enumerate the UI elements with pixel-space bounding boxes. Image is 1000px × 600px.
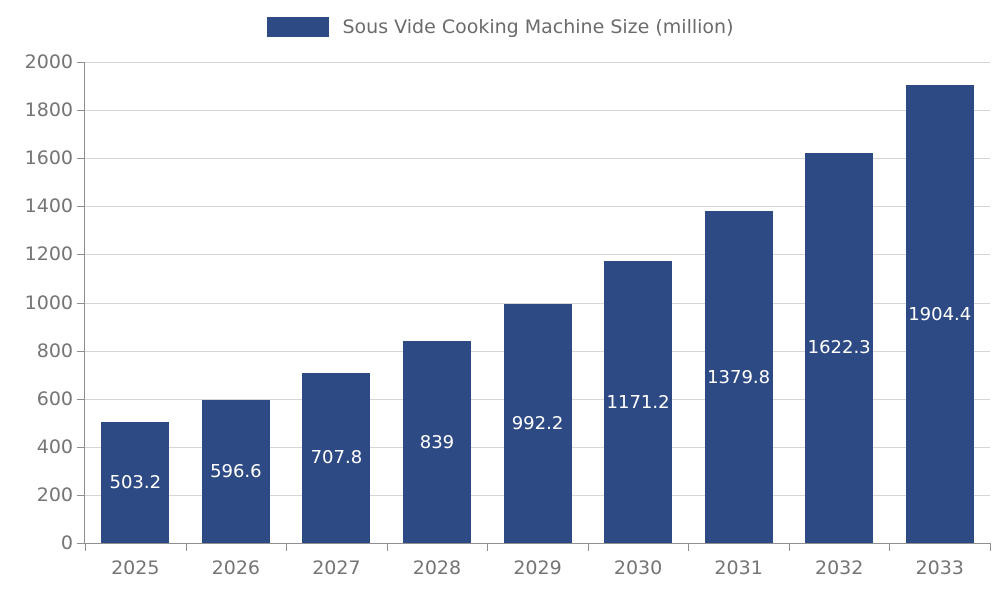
x-axis-tick [587,544,589,551]
y-axis-tick [77,446,84,448]
bar: 1379.8 [704,211,773,543]
y-axis-tick [77,398,84,400]
y-axis-tick-label: 1000 [24,291,73,314]
y-axis-tick [77,543,84,544]
bar-value-label: 1171.2 [606,391,670,413]
x-axis-tick [688,544,690,551]
y-axis-tick-label: 800 [36,339,73,362]
y-axis-line [84,62,85,544]
y-axis-tick-label: 400 [36,435,73,458]
bar-value-label: 707.8 [310,447,363,469]
bar-value-label: 1379.8 [707,366,771,388]
x-axis-tick-label: 2032 [814,557,864,579]
y-axis-tick [77,62,84,63]
y-axis-tick [77,110,84,112]
x-axis-tick [889,544,891,551]
bar: 1904.4 [905,85,974,543]
gridline [85,110,990,112]
x-axis-tick-label: 2030 [613,557,663,579]
x-axis-tick [185,544,187,551]
bar-value-label: 1904.4 [908,303,972,325]
bar: 1622.3 [805,152,874,543]
y-axis-tick-label: 1600 [24,147,73,170]
x-axis-line [84,543,991,544]
legend-swatch [266,17,329,37]
x-axis-tick-label: 2029 [513,557,562,579]
x-axis-tick-label: 2026 [211,557,261,579]
y-axis-tick-label: 0 [60,532,73,554]
gridline [85,62,990,63]
bar: 992.2 [503,304,572,543]
bar-value-label: 992.2 [511,413,564,435]
x-axis-tick-label: 2033 [915,557,964,579]
x-axis-tick [990,544,991,551]
y-axis-tick-label: 200 [36,483,73,506]
x-axis-tick-label: 2028 [412,557,462,579]
bar: 503.2 [101,421,170,543]
bar-value-label: 1622.3 [807,337,871,359]
y-axis-tick [77,350,84,352]
bar: 596.6 [201,399,270,543]
x-axis-tick [788,544,790,551]
x-axis-tick [386,544,388,551]
bar-value-label: 503.2 [109,471,162,493]
gridline [85,158,990,160]
chart-legend: Sous Vide Cooking Machine Size (million) [0,16,1000,38]
x-axis-tick [286,544,288,551]
bar: 1171.2 [604,261,673,543]
gridline [85,302,990,304]
y-axis-tick [77,254,84,256]
bar: 707.8 [302,372,371,543]
y-axis-tick [77,494,84,496]
x-axis-tick-label: 2031 [714,557,763,579]
y-axis-tick-label: 600 [36,387,73,410]
y-axis-tick [77,158,84,160]
y-axis-tick [77,302,84,304]
y-axis-tick-label: 1200 [24,243,73,266]
gridline [85,206,990,208]
bar-value-label: 839 [419,431,455,453]
bar-value-label: 596.6 [210,460,262,482]
gridline [85,254,990,256]
bar: 839 [402,341,471,543]
x-axis-tick-label: 2025 [111,557,160,579]
x-axis-tick [487,544,489,551]
y-axis-tick-label: 1800 [24,99,73,122]
y-axis-tick [77,206,84,208]
y-axis-tick-label: 1400 [24,195,73,218]
legend-label: Sous Vide Cooking Machine Size (million) [342,16,734,38]
x-axis-tick-label: 2027 [312,557,361,579]
y-axis-tick-label: 2000 [24,51,73,73]
plot-area: 0 200 400 600 800 1000 1200 1400 1600 1800 2000 503… [25,51,991,579]
x-axis-tick [85,544,86,551]
